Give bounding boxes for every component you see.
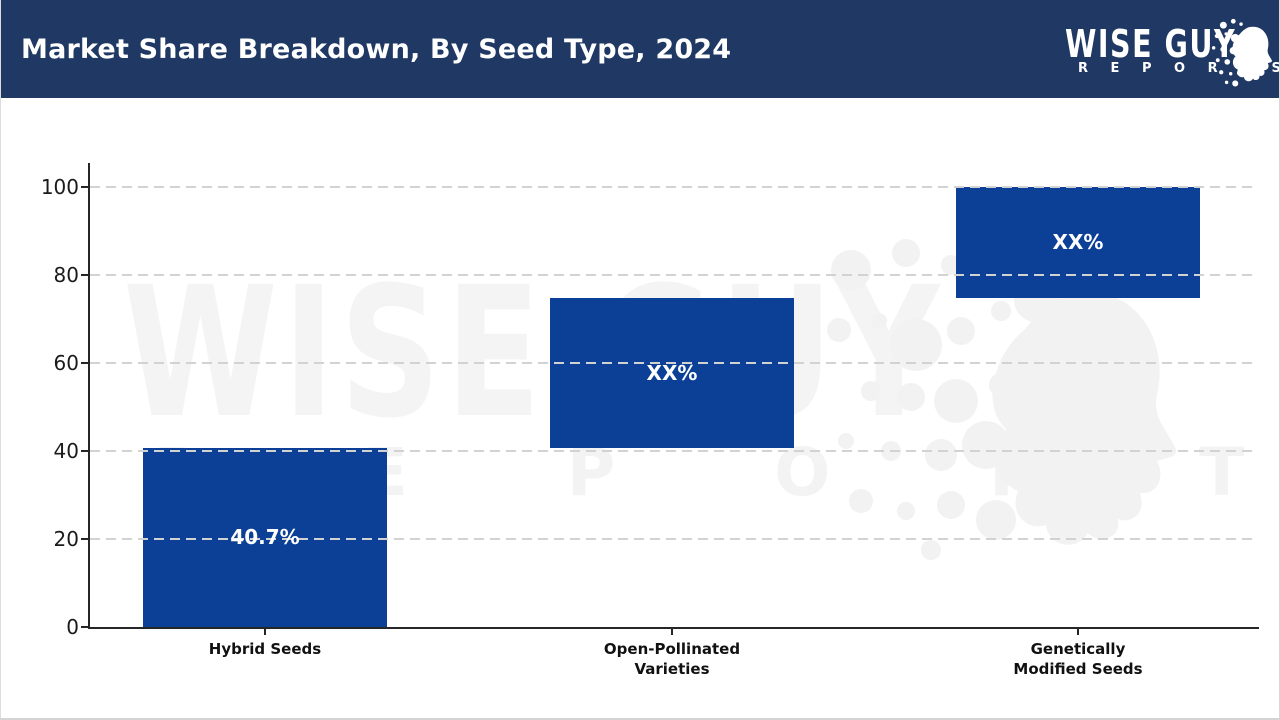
page-title: Market Share Breakdown, By Seed Type, 20… <box>21 33 732 65</box>
x-axis-category-label: Open-Pollinated Varieties <box>542 639 802 679</box>
y-axis-tick-mark <box>81 538 88 540</box>
logo-subtitle: R E P O R T S <box>1078 61 1280 76</box>
bar-3 <box>956 187 1200 298</box>
y-axis-tick-mark <box>81 274 88 276</box>
y-axis-tick-label: 100 <box>40 175 79 199</box>
y-axis-spine <box>88 163 90 629</box>
y-axis-tick-mark <box>81 626 88 628</box>
gridline <box>90 362 1258 364</box>
y-axis-tick-label: 40 <box>53 439 79 463</box>
y-axis-tick-label: 60 <box>53 351 79 375</box>
gridline <box>90 274 1258 276</box>
bar-value-label: 40.7% <box>230 525 300 550</box>
gridline <box>90 186 1258 188</box>
watermark-wordmark: WISE GUY <box>123 249 945 458</box>
wiseguy-logo: WISE GUY R E P O R T S <box>1023 0 1279 98</box>
bar-value-label: XX% <box>1052 230 1104 255</box>
bar-value-label: XX% <box>646 360 698 385</box>
header-bar: Market Share Breakdown, By Seed Type, 20… <box>1 0 1279 98</box>
x-axis-category-line: Genetically <box>1030 640 1126 658</box>
y-axis-tick-mark <box>81 362 88 364</box>
y-axis-tick-label: 0 <box>66 615 79 639</box>
wiseguy-face-icon <box>1211 18 1272 87</box>
watermark-face-icon <box>827 239 1176 560</box>
x-axis-category-label: Hybrid Seeds <box>135 639 395 659</box>
bar-2 <box>550 297 794 448</box>
gridline <box>90 538 1258 540</box>
plot-area: WISE GUY R E P O R T S 02040608010040.7%… <box>1 98 1279 718</box>
y-axis-tick-mark <box>81 450 88 452</box>
x-axis-category-label: Genetically Modified Seeds <box>948 639 1208 679</box>
x-axis-category-line: Modified Seeds <box>1013 660 1143 678</box>
y-axis-tick-label: 20 <box>53 527 79 551</box>
x-axis-spine <box>88 627 1259 629</box>
x-axis-category-line: Hybrid Seeds <box>208 640 322 658</box>
x-axis-tick-mark <box>671 629 673 635</box>
x-axis-category-line: Varieties <box>634 660 710 678</box>
x-axis-category-line: Open-Pollinated <box>603 640 741 658</box>
gridline <box>90 450 1258 452</box>
y-axis-tick-label: 80 <box>53 263 79 287</box>
logo-wordmark: WISE GUY <box>1065 22 1237 66</box>
bar-1 <box>143 447 387 627</box>
x-axis-tick-mark <box>264 629 266 635</box>
x-axis-tick-mark <box>1077 629 1079 635</box>
y-axis-tick-mark <box>81 186 88 188</box>
